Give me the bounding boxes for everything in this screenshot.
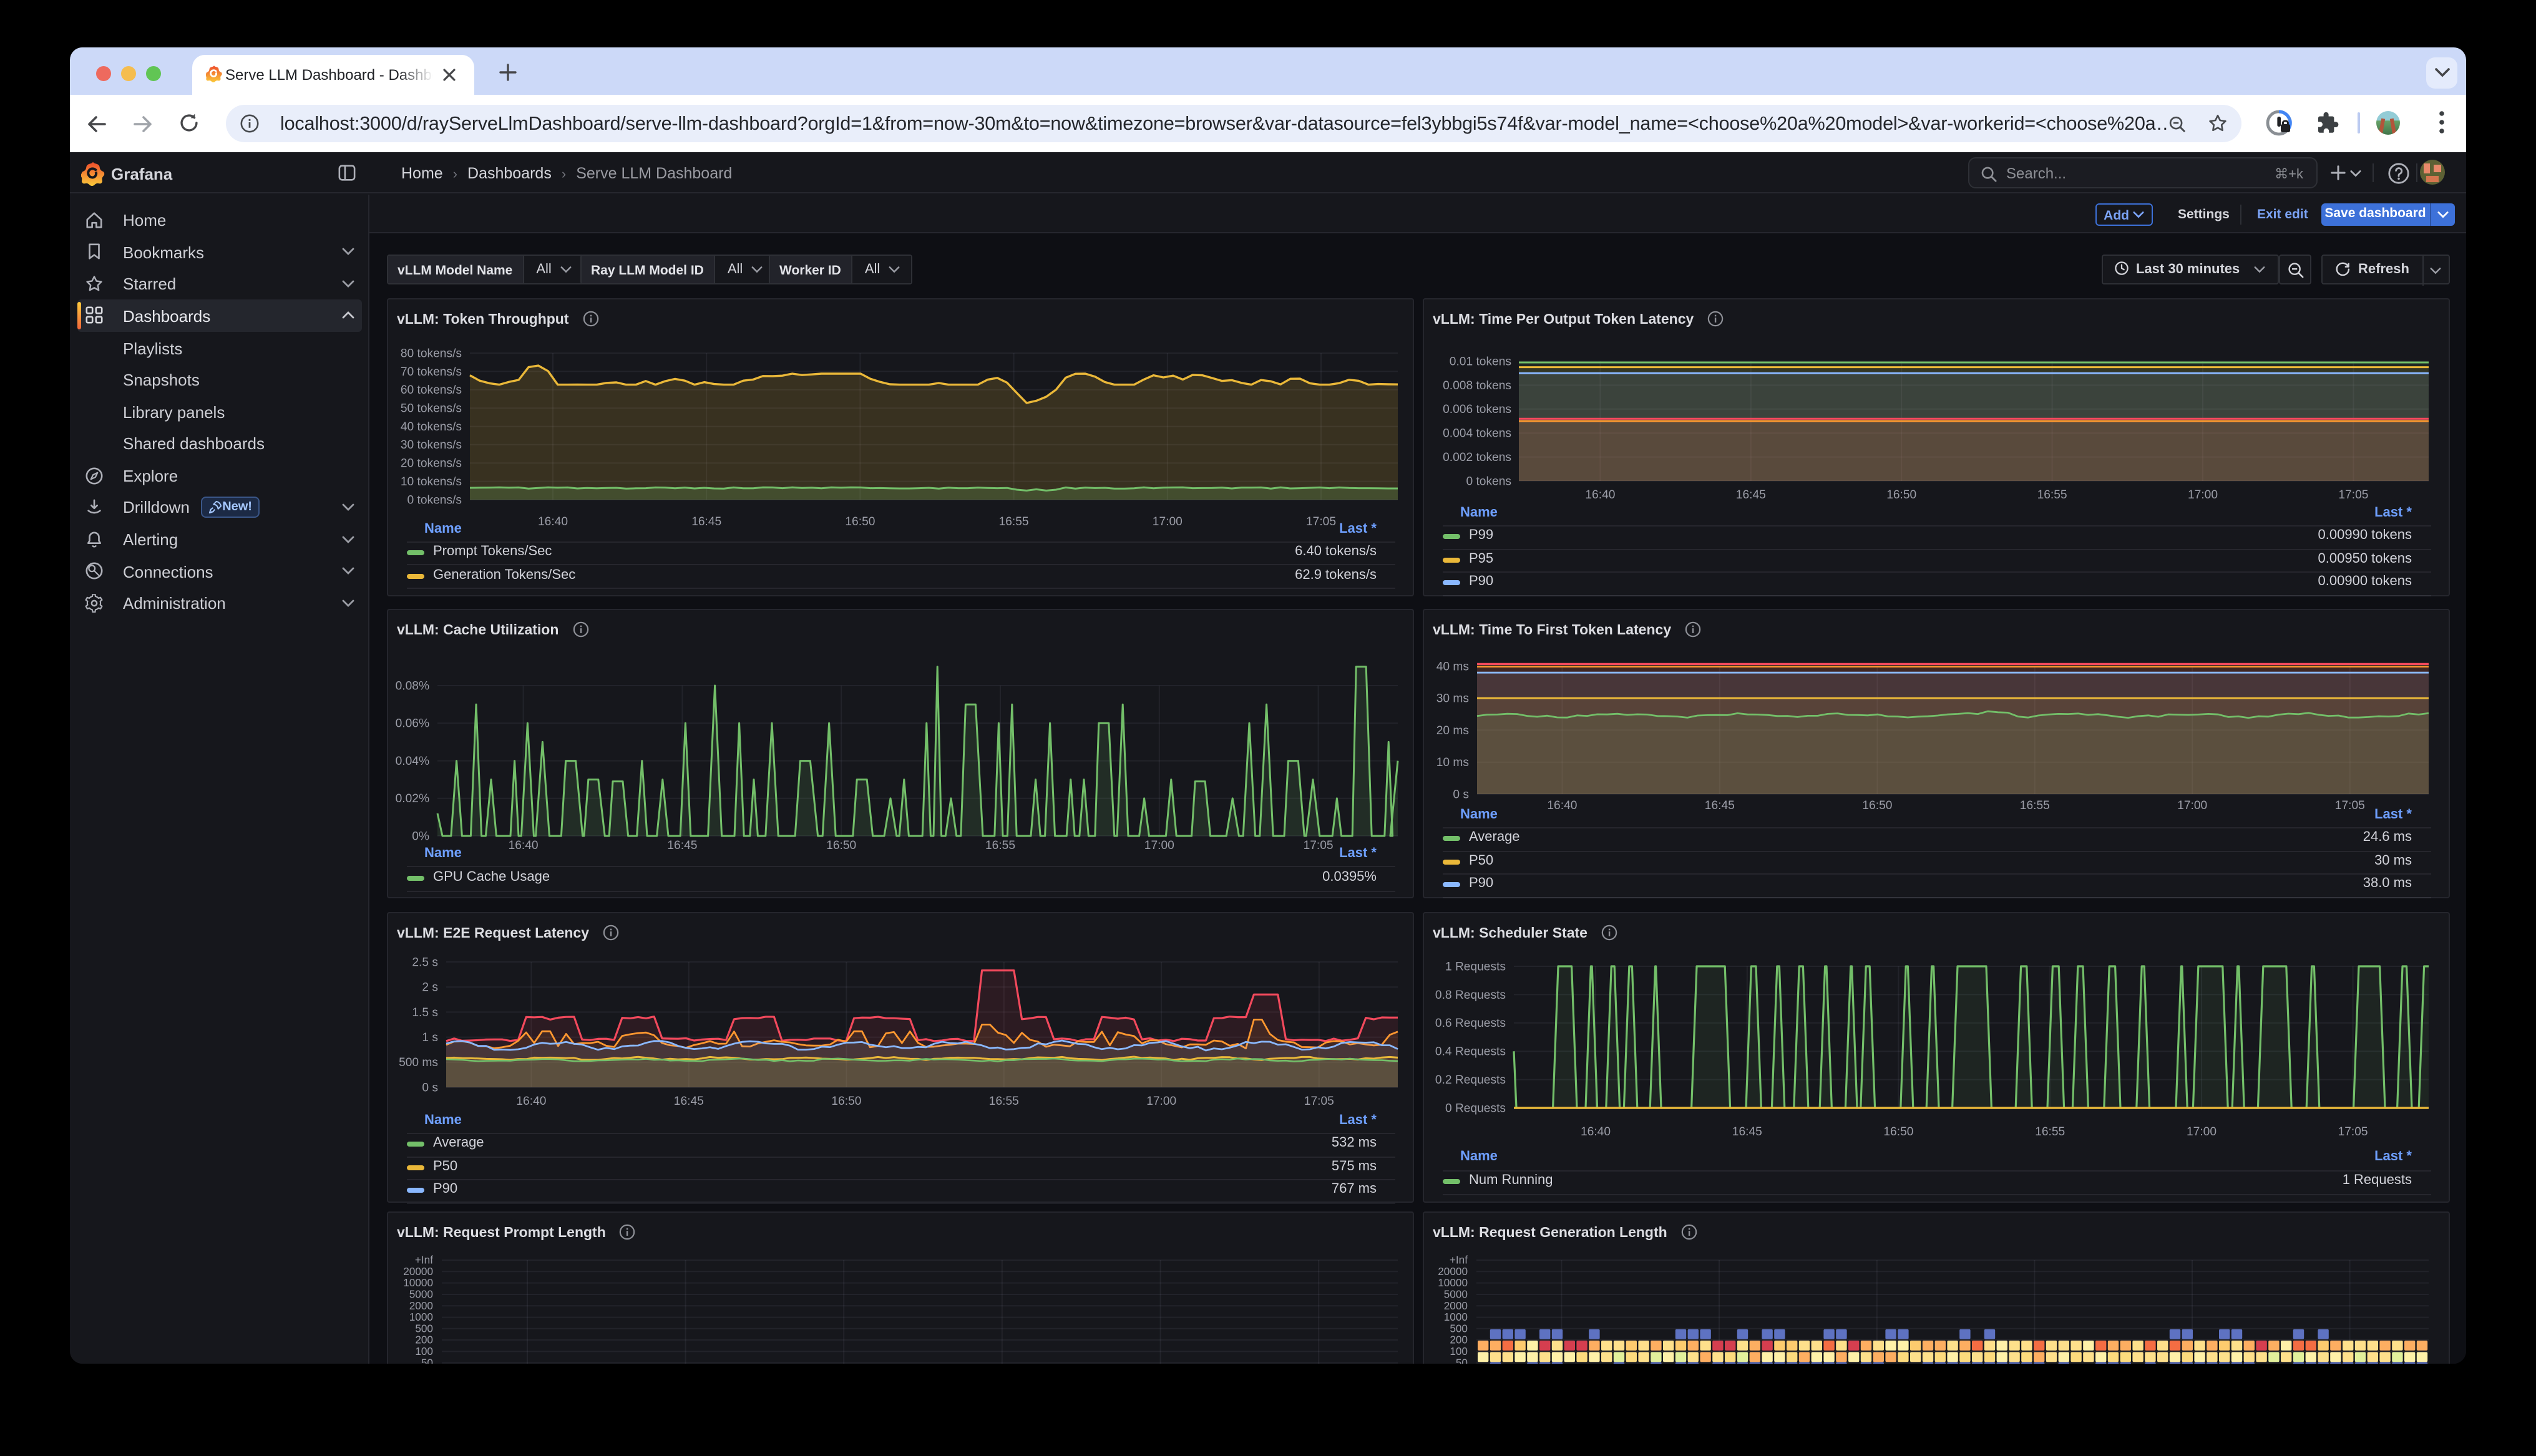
svg-text:1000: 1000 (409, 1310, 433, 1323)
svg-text:16:50: 16:50 (1862, 798, 1892, 812)
svg-text:0%: 0% (412, 829, 429, 842)
svg-text:16:40: 16:40 (538, 515, 568, 528)
svg-text:40 ms: 40 ms (1436, 659, 1469, 672)
svg-text:16:45: 16:45 (1736, 488, 1766, 501)
svg-text:16:55: 16:55 (989, 1094, 1019, 1107)
svg-text:70 tokens/s: 70 tokens/s (401, 365, 462, 378)
svg-text:20 tokens/s: 20 tokens/s (401, 457, 462, 470)
svg-text:16:50: 16:50 (826, 838, 856, 852)
svg-text:16:40: 16:40 (1581, 1125, 1611, 1138)
svg-text:50: 50 (421, 1356, 433, 1363)
svg-text:16:40: 16:40 (1585, 488, 1615, 501)
svg-text:17:00: 17:00 (2177, 798, 2207, 812)
svg-text:10 tokens/s: 10 tokens/s (401, 475, 462, 488)
svg-text:17:05: 17:05 (2338, 488, 2368, 501)
svg-text:5000: 5000 (1444, 1287, 1468, 1299)
svg-text:1 s: 1 s (422, 1031, 438, 1044)
svg-text:16:55: 16:55 (2035, 1125, 2065, 1138)
svg-text:16:40: 16:40 (1547, 798, 1577, 812)
svg-text:100: 100 (415, 1344, 433, 1357)
svg-text:0.004 tokens: 0.004 tokens (1443, 427, 1511, 440)
svg-text:1 Requests: 1 Requests (1445, 959, 1506, 973)
svg-text:+Inf: +Inf (415, 1253, 433, 1266)
svg-text:17:00: 17:00 (2188, 488, 2218, 501)
svg-text:0.002 tokens: 0.002 tokens (1443, 450, 1511, 463)
svg-text:16:40: 16:40 (509, 838, 539, 852)
svg-text:17:00: 17:00 (2187, 1125, 2217, 1138)
svg-text:16:50: 16:50 (1883, 1125, 1913, 1138)
svg-text:16:50: 16:50 (1886, 488, 1916, 501)
svg-text:16:50: 16:50 (845, 515, 875, 528)
svg-text:2000: 2000 (1444, 1299, 1468, 1311)
svg-text:10 ms: 10 ms (1436, 755, 1469, 769)
svg-text:5000: 5000 (409, 1287, 433, 1299)
svg-text:2.5 s: 2.5 s (412, 955, 438, 968)
svg-text:17:05: 17:05 (2338, 1125, 2368, 1138)
svg-text:16:50: 16:50 (831, 1094, 861, 1107)
svg-text:0.6 Requests: 0.6 Requests (1435, 1016, 1506, 1029)
svg-text:0.2 Requests: 0.2 Requests (1435, 1073, 1506, 1086)
svg-text:200: 200 (1450, 1333, 1468, 1346)
svg-text:0.02%: 0.02% (396, 792, 429, 805)
svg-text:30 tokens/s: 30 tokens/s (401, 438, 462, 451)
svg-text:500: 500 (415, 1321, 433, 1334)
svg-text:200: 200 (415, 1333, 433, 1346)
svg-text:16:55: 16:55 (985, 838, 1015, 852)
svg-text:500: 500 (1450, 1321, 1468, 1334)
svg-text:17:05: 17:05 (2335, 798, 2365, 812)
svg-text:60 tokens/s: 60 tokens/s (401, 383, 462, 396)
svg-text:0 tokens/s: 0 tokens/s (407, 493, 462, 506)
svg-text:0.08%: 0.08% (396, 679, 429, 692)
svg-text:16:45: 16:45 (674, 1094, 704, 1107)
svg-text:17:05: 17:05 (1306, 515, 1336, 528)
svg-text:10000: 10000 (1438, 1276, 1468, 1288)
svg-text:0.8 Requests: 0.8 Requests (1435, 988, 1506, 1001)
svg-text:0 s: 0 s (422, 1080, 438, 1094)
svg-text:17:00: 17:00 (1144, 838, 1174, 852)
svg-text:16:45: 16:45 (1732, 1125, 1762, 1138)
svg-text:50 tokens/s: 50 tokens/s (401, 402, 462, 415)
svg-text:10000: 10000 (403, 1276, 433, 1288)
svg-text:2 s: 2 s (422, 981, 438, 994)
svg-text:0.06%: 0.06% (396, 717, 429, 730)
svg-text:0.006 tokens: 0.006 tokens (1443, 402, 1511, 415)
svg-text:17:00: 17:00 (1153, 515, 1183, 528)
svg-text:0 tokens: 0 tokens (1466, 474, 1511, 487)
svg-text:40 tokens/s: 40 tokens/s (401, 420, 462, 433)
svg-text:17:05: 17:05 (1304, 1094, 1334, 1107)
svg-text:50: 50 (1456, 1356, 1468, 1363)
svg-text:16:45: 16:45 (1705, 798, 1735, 812)
svg-text:0.01 tokens: 0.01 tokens (1450, 354, 1511, 367)
svg-text:100: 100 (1450, 1344, 1468, 1357)
svg-text:2000: 2000 (409, 1299, 433, 1311)
svg-text:16:40: 16:40 (516, 1094, 546, 1107)
svg-text:0 s: 0 s (1453, 787, 1469, 800)
svg-text:17:05: 17:05 (1304, 838, 1334, 852)
svg-text:20000: 20000 (403, 1264, 433, 1277)
svg-text:+Inf: +Inf (1450, 1253, 1468, 1266)
svg-text:16:55: 16:55 (2037, 488, 2067, 501)
svg-text:20000: 20000 (1438, 1264, 1468, 1277)
svg-text:500 ms: 500 ms (399, 1056, 438, 1069)
svg-text:80 tokens/s: 80 tokens/s (401, 346, 462, 359)
svg-text:30 ms: 30 ms (1436, 692, 1469, 705)
svg-text:1.5 s: 1.5 s (412, 1006, 438, 1019)
svg-text:16:55: 16:55 (999, 515, 1029, 528)
svg-text:0.008 tokens: 0.008 tokens (1443, 379, 1511, 392)
svg-text:17:00: 17:00 (1146, 1094, 1176, 1107)
svg-text:0.4 Requests: 0.4 Requests (1435, 1045, 1506, 1058)
svg-text:20 ms: 20 ms (1436, 724, 1469, 737)
svg-text:0 Requests: 0 Requests (1445, 1101, 1506, 1114)
svg-text:16:55: 16:55 (2020, 798, 2050, 812)
svg-text:0.04%: 0.04% (396, 754, 429, 767)
svg-text:16:45: 16:45 (691, 515, 721, 528)
svg-text:1000: 1000 (1444, 1310, 1468, 1323)
svg-text:16:45: 16:45 (667, 838, 697, 852)
